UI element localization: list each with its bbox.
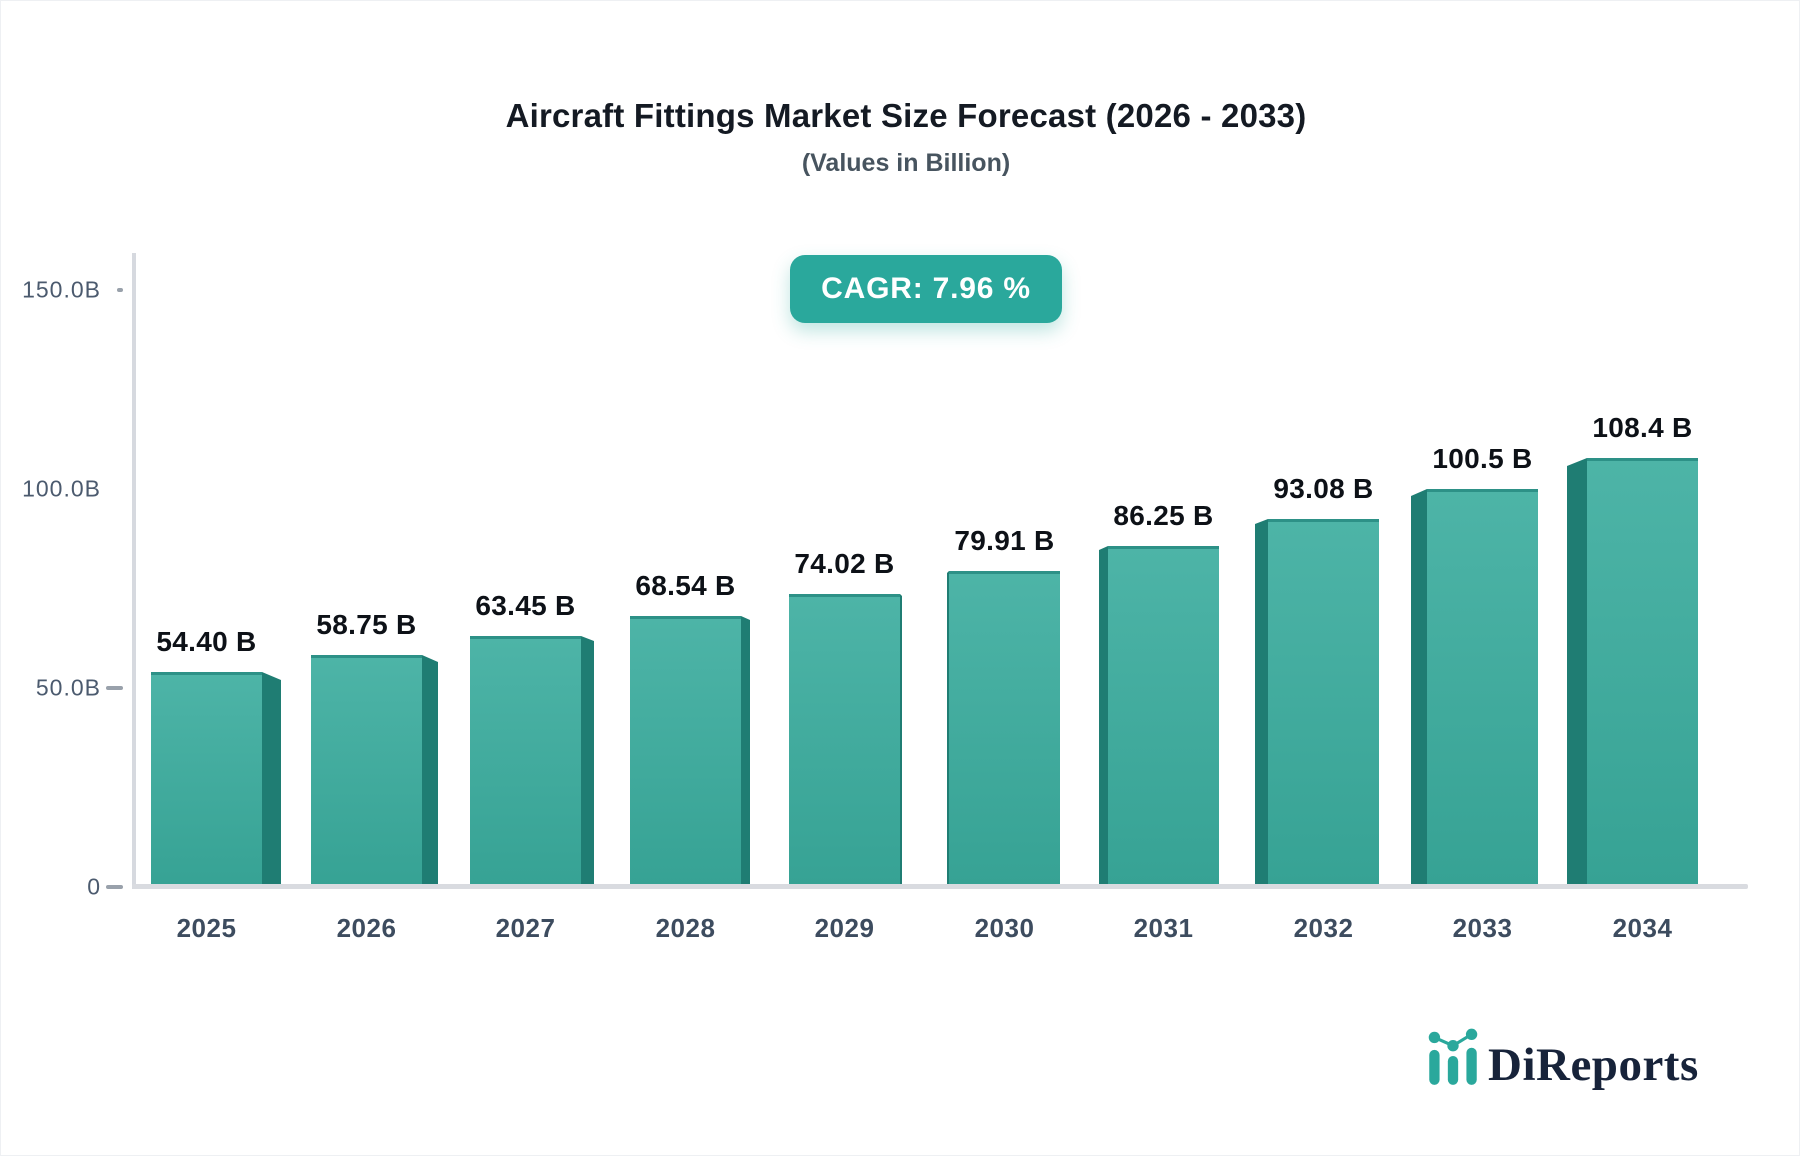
y-axis-tick-label: 50.0B xyxy=(35,674,101,701)
brand-logo-text: DiReports xyxy=(1488,1038,1699,1091)
bar-3d-side-2030 xyxy=(947,571,949,889)
x-axis-year-label: 2033 xyxy=(1452,913,1513,943)
bar-value-label: 74.02 B xyxy=(794,548,895,579)
bar-2034 xyxy=(1587,458,1698,889)
x-axis-baseline xyxy=(132,884,1748,889)
bar-2033 xyxy=(1427,489,1538,889)
y-axis-tick-label: 0 xyxy=(87,873,101,900)
bar-2029 xyxy=(789,594,900,889)
y-axis-line xyxy=(132,253,136,889)
x-axis-year-label: 2025 xyxy=(176,913,237,943)
bar-value-label: 93.08 B xyxy=(1273,473,1374,504)
bar-3d-side-2032 xyxy=(1255,519,1268,889)
bar-value-label: 100.5 B xyxy=(1432,443,1533,474)
bar-3d-side-2031 xyxy=(1099,546,1108,889)
bar-2032 xyxy=(1268,519,1379,889)
x-axis-year-label: 2026 xyxy=(336,913,397,943)
bar-value-label: 68.54 B xyxy=(635,570,736,601)
bar-value-label: 79.91 B xyxy=(954,525,1055,556)
x-axis-year-label: 2030 xyxy=(974,913,1035,943)
x-axis-year-label: 2034 xyxy=(1612,913,1673,943)
bar-value-label: 86.25 B xyxy=(1113,500,1214,531)
bar-2025 xyxy=(151,672,262,889)
bar-3d-side-2033 xyxy=(1411,489,1427,889)
x-axis-year-label: 2032 xyxy=(1293,913,1354,943)
bar-3d-side-2025 xyxy=(262,672,281,889)
bar-3d-side-2027 xyxy=(581,636,594,889)
chart-title: Aircraft Fittings Market Size Forecast (… xyxy=(505,97,1307,134)
cagr-badge: CAGR: 7.96 % xyxy=(790,255,1062,323)
mini-bar-chart-icon xyxy=(1428,1028,1478,1085)
bar-3d-side-2034 xyxy=(1567,458,1587,889)
x-axis-year-label: 2028 xyxy=(655,913,716,943)
x-axis-year-label: 2029 xyxy=(814,913,875,943)
bar-value-label: 63.45 B xyxy=(475,590,576,621)
x-axis-year-label: 2027 xyxy=(495,913,556,943)
bar-3d-side-2029 xyxy=(900,594,902,889)
y-axis-tick-mark xyxy=(106,686,123,690)
y-axis-tick-label: 150.0B xyxy=(22,276,101,303)
x-axis-year-label: 2031 xyxy=(1133,913,1194,943)
y-axis-tick-mark xyxy=(117,288,123,292)
y-axis-tick-label: 100.0B xyxy=(22,475,101,502)
bar-value-label: 108.4 B xyxy=(1592,412,1693,443)
bar-3d-side-2026 xyxy=(422,655,438,889)
chart-subtitle: (Values in Billion) xyxy=(801,149,1011,177)
bar-value-label: 58.75 B xyxy=(316,609,417,640)
cagr-badge-label: CAGR: 7.96 % xyxy=(821,272,1031,305)
bar-2027 xyxy=(470,636,581,889)
brand-logo: DiReports xyxy=(1425,1023,1699,1091)
y-axis-tick-mark xyxy=(106,885,123,889)
bar-2030 xyxy=(949,571,1060,889)
bar-value-label: 54.40 B xyxy=(156,626,257,657)
bar-2028 xyxy=(630,616,741,889)
bar-3d-side-2028 xyxy=(741,616,750,889)
bar-2026 xyxy=(311,655,422,889)
bar-2031 xyxy=(1108,546,1219,889)
